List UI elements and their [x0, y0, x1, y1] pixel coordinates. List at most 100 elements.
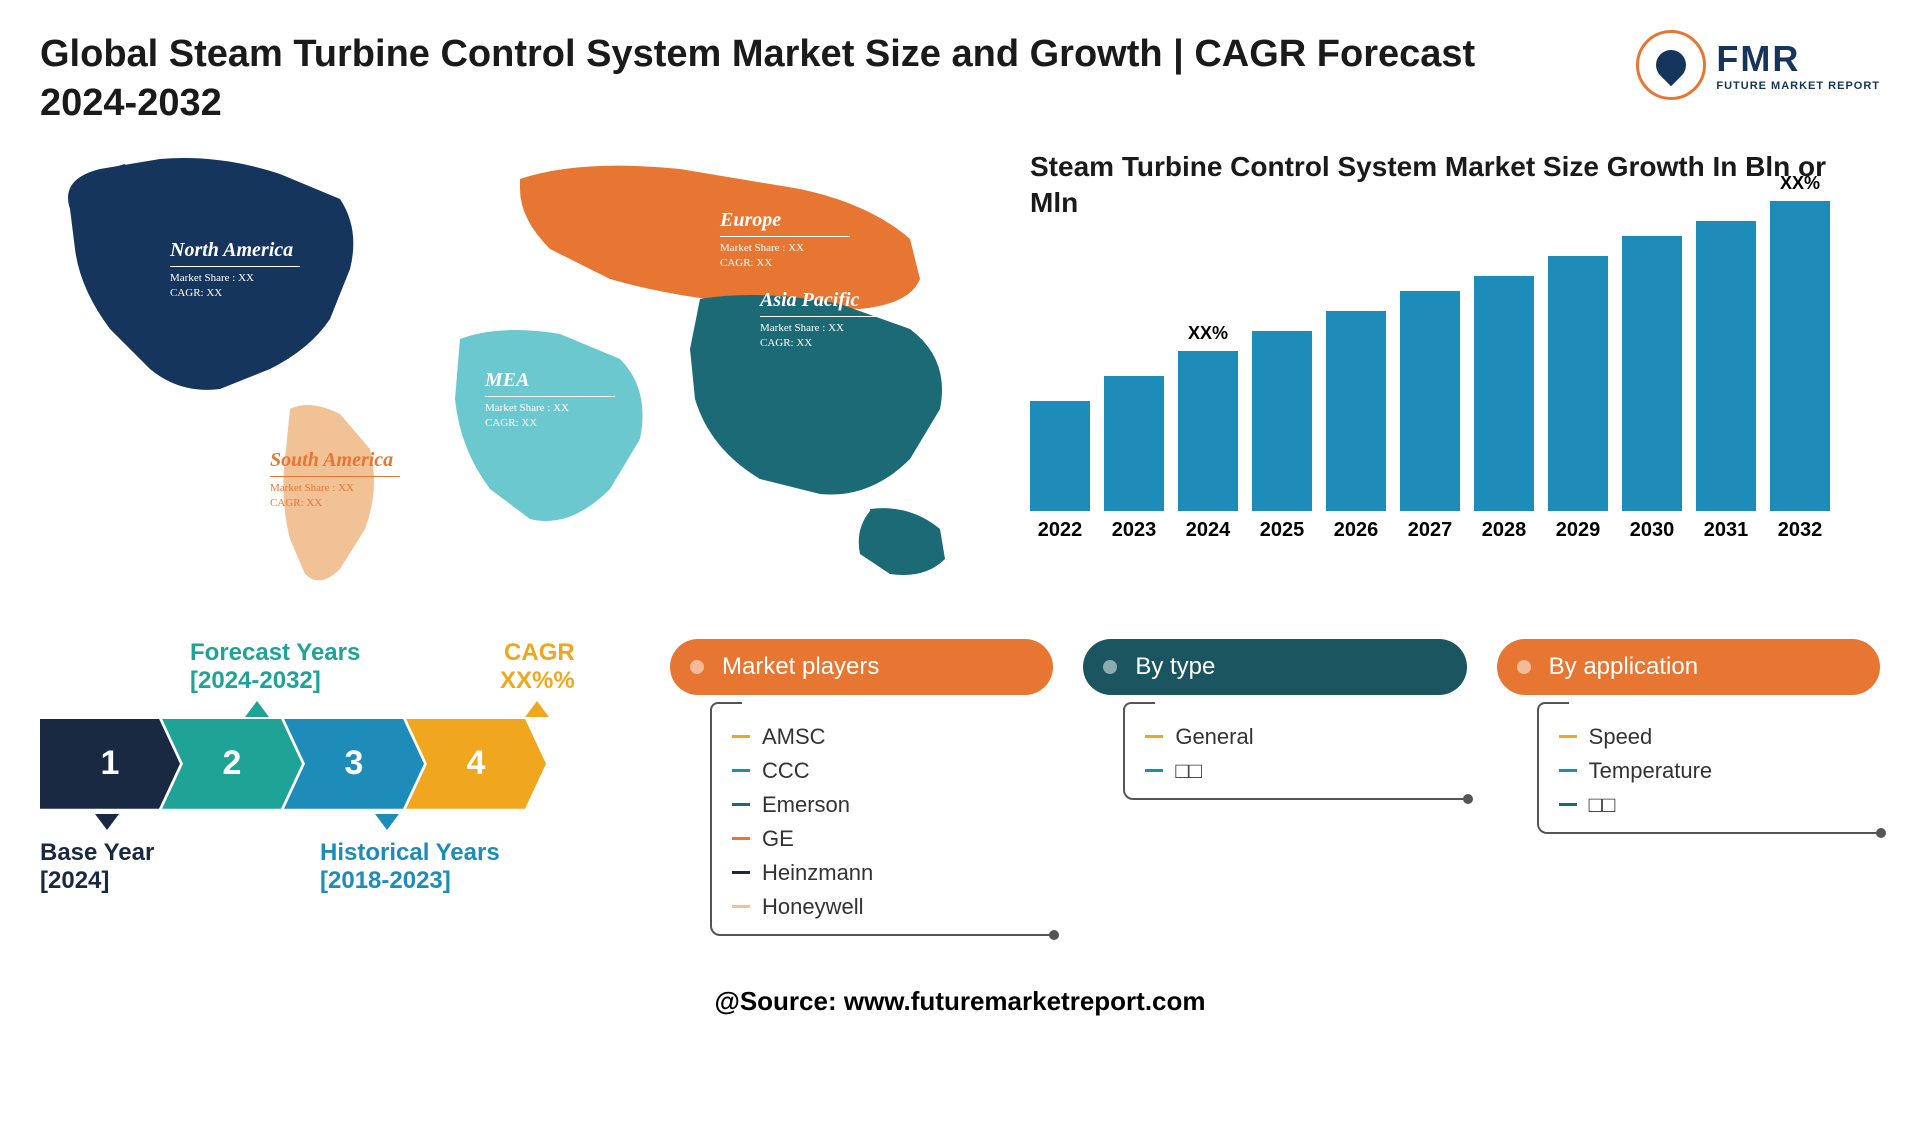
- category-bracket: General □□: [1123, 710, 1466, 800]
- bar-callout: XX%: [1780, 173, 1820, 194]
- bar-year-label: 2022: [1038, 519, 1083, 542]
- page-title: Global Steam Turbine Control System Mark…: [40, 30, 1540, 129]
- bar-2031: 2031: [1696, 221, 1756, 542]
- tick-icon: [1559, 803, 1577, 806]
- region-name: Asia Pacific: [760, 289, 890, 312]
- tick-icon: [732, 803, 750, 806]
- bar: [1474, 276, 1534, 511]
- triangle-down-icon: [95, 814, 119, 830]
- region-share: Market Share : XX: [720, 241, 850, 256]
- tick-icon: [1559, 735, 1577, 738]
- timeline-step-2: 2: [162, 719, 302, 809]
- tick-icon: [732, 871, 750, 874]
- timeline-step-3: 3: [284, 719, 424, 809]
- category-by-application: By application Speed Temperature □□: [1497, 639, 1880, 936]
- region-name: MEA: [485, 369, 615, 392]
- bar-year-label: 2025: [1260, 519, 1305, 542]
- bar-2025: 2025: [1252, 331, 1312, 542]
- bar-year-label: 2027: [1408, 519, 1453, 542]
- fmr-logo: FMR FUTURE MARKET REPORT: [1636, 30, 1880, 100]
- category-title: By type: [1135, 653, 1215, 681]
- region-cagr: CAGR: XX: [170, 286, 300, 301]
- category-bracket: Speed Temperature □□: [1537, 710, 1880, 834]
- item-label: CCC: [762, 758, 810, 784]
- tick-icon: [732, 735, 750, 738]
- bar-year-label: 2030: [1630, 519, 1675, 542]
- chart-title: Steam Turbine Control System Market Size…: [1030, 149, 1880, 222]
- bar-2026: 2026: [1326, 311, 1386, 542]
- historical-label: Historical Years [2018-2023]: [320, 839, 500, 895]
- bar-2032: XX%2032: [1770, 201, 1830, 542]
- region-label-south-america: South AmericaMarket Share : XXCAGR: XX: [270, 449, 400, 512]
- list-item: □□: [1145, 754, 1466, 788]
- bar: [1696, 221, 1756, 511]
- dot-icon: [690, 660, 704, 674]
- item-label: Speed: [1589, 724, 1653, 750]
- tick-icon: [1145, 769, 1163, 772]
- list-item: □□: [1559, 788, 1880, 822]
- region-name: North America: [170, 239, 300, 262]
- category-pill: By application: [1497, 639, 1880, 695]
- timeline: Forecast Years [2024-2032] CAGR XX%% 123…: [40, 639, 640, 809]
- bar-2029: 2029: [1548, 256, 1608, 542]
- category-by-type: By type General □□: [1083, 639, 1466, 936]
- item-label: Temperature: [1589, 758, 1713, 784]
- bar-year-label: 2028: [1482, 519, 1527, 542]
- dot-icon: [1103, 660, 1117, 674]
- list-item: General: [1145, 720, 1466, 754]
- region-cagr: CAGR: XX: [485, 416, 615, 431]
- region-label-europe: EuropeMarket Share : XXCAGR: XX: [720, 209, 850, 272]
- bar-year-label: 2026: [1334, 519, 1379, 542]
- timeline-step-1: 1: [40, 719, 180, 809]
- list-item: Heinzmann: [732, 856, 1053, 890]
- list-item: Speed: [1559, 720, 1880, 754]
- cagr-label: CAGR XX%%: [500, 639, 575, 695]
- bar: [1178, 351, 1238, 511]
- category-pill: By type: [1083, 639, 1466, 695]
- bar-2023: 2023: [1104, 376, 1164, 542]
- bar-year-label: 2029: [1556, 519, 1601, 542]
- item-label: General: [1175, 724, 1253, 750]
- item-label: Heinzmann: [762, 860, 873, 886]
- tick-icon: [1559, 769, 1577, 772]
- region-share: Market Share : XX: [485, 401, 615, 416]
- list-item: Honeywell: [732, 890, 1053, 924]
- region-cagr: CAGR: XX: [270, 496, 400, 511]
- tick-icon: [1145, 735, 1163, 738]
- bar-2024: XX%2024: [1178, 351, 1238, 542]
- logo-acronym: FMR: [1716, 38, 1880, 80]
- region-cagr: CAGR: XX: [720, 256, 850, 271]
- dot-icon: [1517, 660, 1531, 674]
- timeline-step-4: 4: [406, 719, 546, 809]
- list-item: CCC: [732, 754, 1053, 788]
- bar-2030: 2030: [1622, 236, 1682, 542]
- bar-year-label: 2023: [1112, 519, 1157, 542]
- bar-year-label: 2031: [1704, 519, 1749, 542]
- bar: [1326, 311, 1386, 511]
- bar-2022: 2022: [1030, 401, 1090, 542]
- region-label-mea: MEA Market Share : XXCAGR: XX: [485, 369, 615, 432]
- source-credit: @Source: www.futuremarketreport.com: [40, 986, 1880, 1017]
- region-share: Market Share : XX: [170, 271, 300, 286]
- item-label: □□: [1175, 758, 1202, 784]
- item-label: GE: [762, 826, 794, 852]
- category-title: Market players: [722, 653, 879, 681]
- bar-callout: XX%: [1188, 323, 1228, 344]
- region-share: Market Share : XX: [760, 321, 890, 336]
- category-bracket: AMSCCCCEmersonGEHeinzmannHoneywell: [710, 710, 1053, 936]
- triangle-down-icon: [375, 814, 399, 830]
- bar: [1400, 291, 1460, 511]
- item-label: AMSC: [762, 724, 826, 750]
- bar: [1770, 201, 1830, 511]
- bar: [1030, 401, 1090, 511]
- tick-icon: [732, 769, 750, 772]
- item-label: Honeywell: [762, 894, 864, 920]
- list-item: AMSC: [732, 720, 1053, 754]
- bar-chart: Steam Turbine Control System Market Size…: [1030, 149, 1880, 599]
- item-label: □□: [1589, 792, 1616, 818]
- header: Global Steam Turbine Control System Mark…: [40, 30, 1880, 129]
- bar-year-label: 2032: [1778, 519, 1823, 542]
- region-label-asia-pacific: Asia PacificMarket Share : XXCAGR: XX: [760, 289, 890, 352]
- base-year-label: Base Year [2024]: [40, 839, 154, 895]
- logo-icon: [1636, 30, 1706, 100]
